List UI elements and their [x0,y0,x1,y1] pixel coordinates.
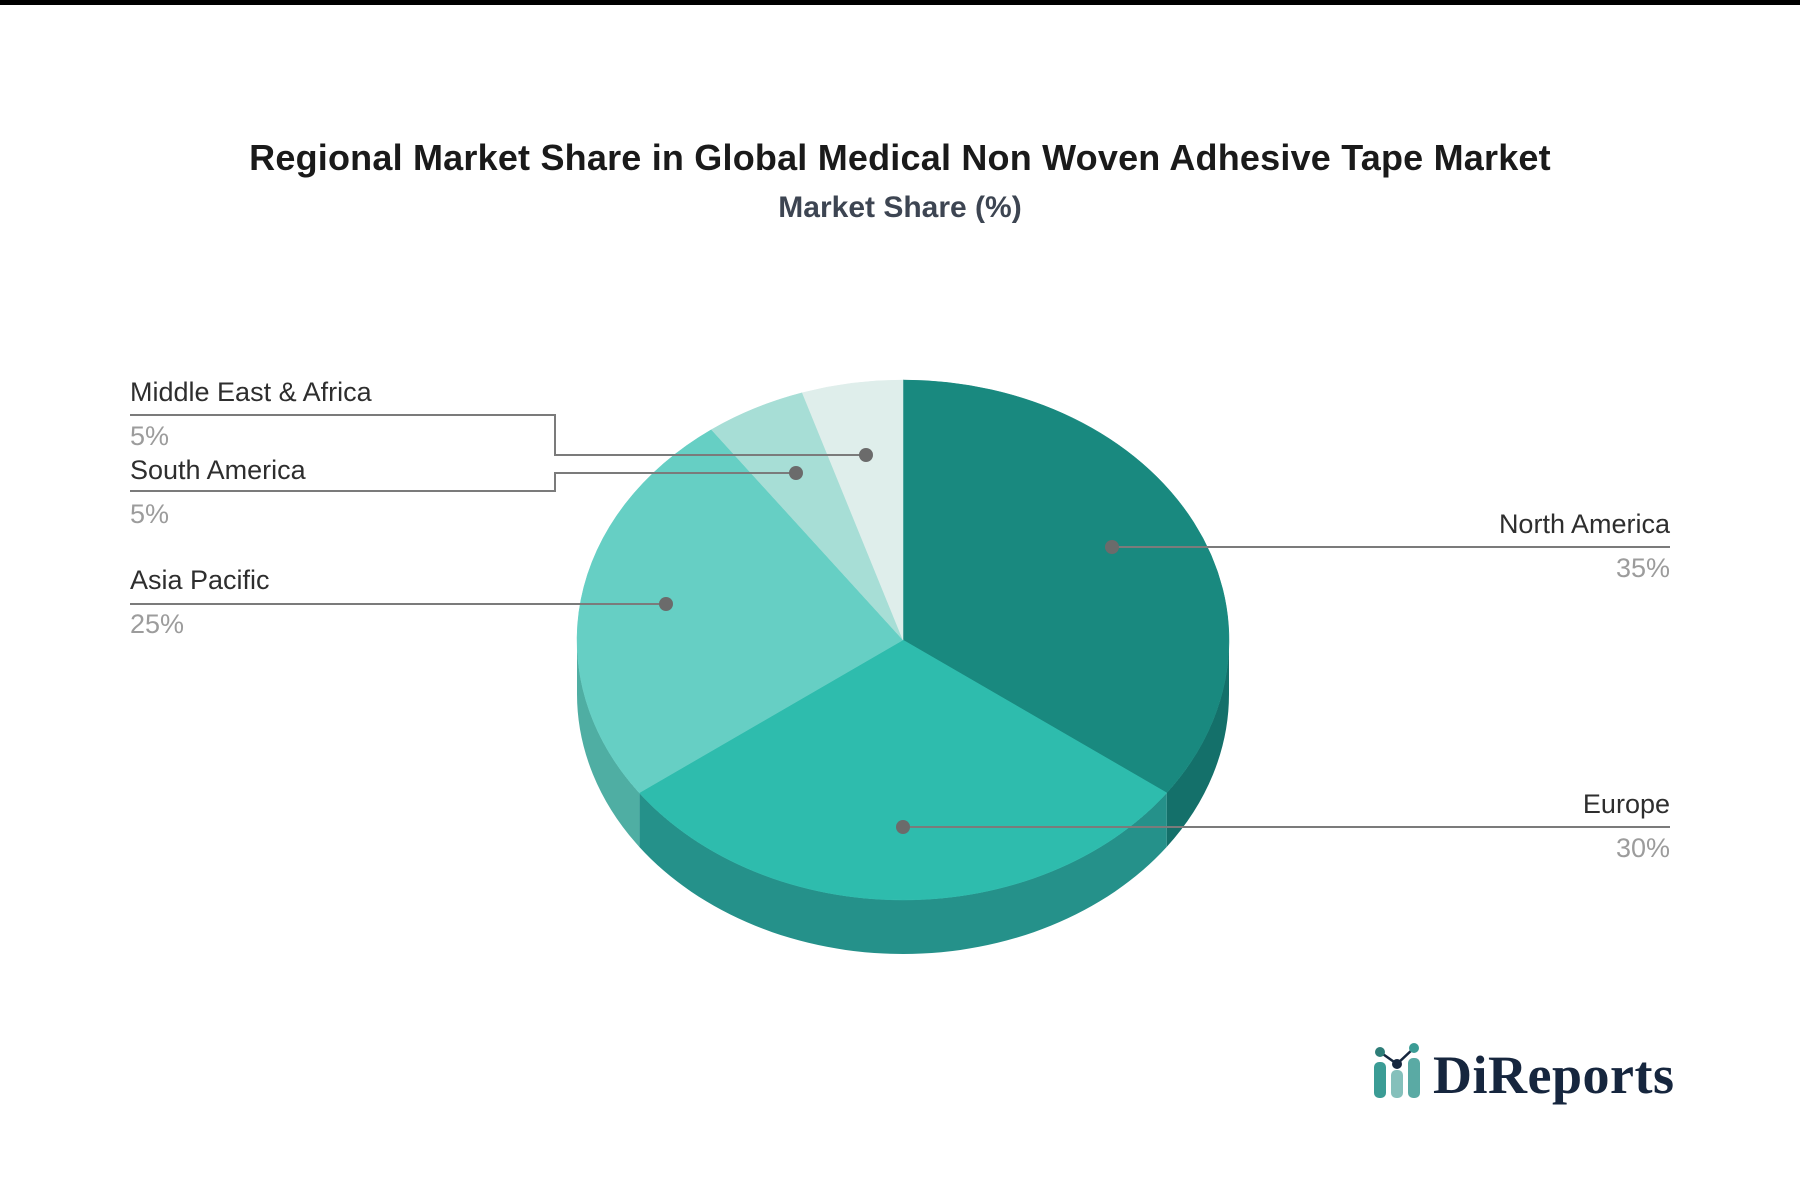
slice-value: 5% [130,421,170,451]
slice-value: 25% [130,609,185,639]
slice-name: Middle East & Africa [130,377,372,407]
top-border [0,0,1800,5]
slice-label-middle-east-africa: Middle East & Africa 5% [130,374,372,454]
pie-slice-depth [1166,640,1229,847]
pie-slice-europe[interactable] [638,639,1168,901]
pie-slices-layer [576,379,1230,901]
leader-dot [789,466,803,480]
chart-title: Regional Market Share in Global Medical … [249,137,1551,178]
pie-slice-depth [639,792,1167,954]
slice-name: Europe [1582,789,1670,819]
pie-slice-middle-east-africa[interactable] [801,379,904,641]
logo-text: DiReports [1433,1045,1675,1105]
bar-chart-trend-icon [1374,1043,1420,1098]
leader-dot [859,448,873,462]
pie-slice-depth [577,640,640,847]
chart-subtitle: Market Share (%) [778,191,1022,224]
slice-name: North America [1498,509,1670,539]
leader-line [130,414,866,456]
slice-name: South America [130,455,306,485]
slice-value: 5% [130,499,170,529]
slice-label-europe: Europe 30% [1583,786,1670,866]
leader-dot [659,597,673,611]
leader-dot [1105,540,1119,554]
pie-slice-north-america[interactable] [902,379,1230,794]
pie-slice-asia-pacific[interactable] [576,429,904,794]
slice-name: Asia Pacific [130,565,270,595]
direports-logo: DiReports [1372,1036,1674,1106]
slice-value: 35% [1615,553,1670,583]
leader-lines-layer [130,414,1670,834]
slice-label-asia-pacific: Asia Pacific 25% [130,562,270,642]
slice-value: 30% [1615,833,1670,863]
pie-depth-layer [577,640,1229,954]
leader-line [130,472,796,492]
slice-label-south-america: South America 5% [130,452,306,532]
slice-label-north-america: North America 35% [1499,506,1670,586]
leader-dot [896,820,910,834]
